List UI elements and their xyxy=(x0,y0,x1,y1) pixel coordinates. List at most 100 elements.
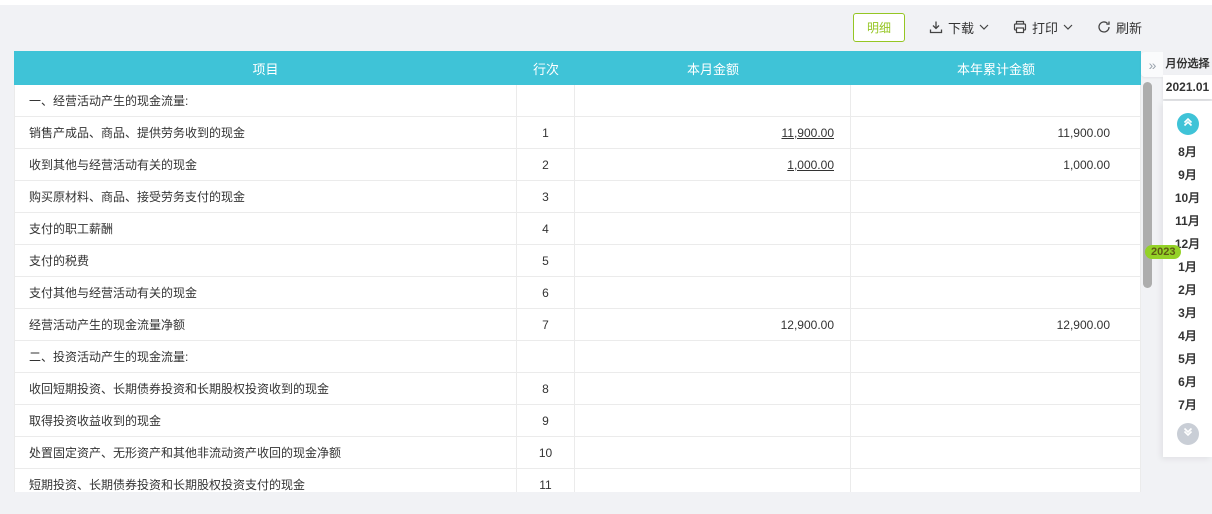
month-amount-cell xyxy=(575,469,851,492)
scroll-down-button[interactable] xyxy=(1176,423,1199,445)
print-label: 打印 xyxy=(1031,20,1058,36)
item-cell-text: 购买原材料、商品、接受劳务支付的现金 xyxy=(29,190,246,204)
month-item[interactable]: 10月 xyxy=(1174,191,1201,205)
table-row: 销售产成品、商品、提供劳务收到的现金 1 11,900.00 11,900.00 xyxy=(15,117,1140,149)
month-item[interactable]: 4月 xyxy=(1178,329,1197,343)
table-row: 取得投资收益收到的现金 9 xyxy=(15,405,1140,437)
item-cell-text: 二、投资活动产生的现金流量: xyxy=(29,350,189,364)
current-month-value[interactable]: 2021.01 xyxy=(1163,75,1212,99)
month-item[interactable]: 9月 xyxy=(1178,168,1197,182)
month-list-panel: 8月 9月 10月 11月 12月 1月 2月 3月 4月 5月 6月 7月 xyxy=(1163,101,1212,457)
month-amount-cell: 1,000.00 xyxy=(575,149,851,180)
line-number-cell: 9 xyxy=(517,405,575,436)
line-number-cell-text: 11 xyxy=(539,477,552,492)
ytd-amount-cell xyxy=(851,437,1140,468)
month-amount-cell xyxy=(575,373,851,404)
line-number-cell: 4 xyxy=(517,213,575,244)
month-sidebar: 月份选择 2021.01 8月 9月 10月 11月 12月 1月 2月 3月 4月 5月 6月 7月 xyxy=(1163,50,1212,457)
item-cell-text: 短期投资、长期债券投资和长期股权投资支付的现金 xyxy=(29,478,306,492)
column-header-line: 行次 xyxy=(532,61,559,77)
month-item[interactable]: 11月 xyxy=(1175,214,1200,228)
item-cell: 处置固定资产、无形资产和其他非流动资产收回的现金净额 xyxy=(15,437,517,468)
line-number-cell: 11 xyxy=(517,469,575,492)
item-cell: 支付的税费 xyxy=(15,245,517,276)
line-number-cell xyxy=(517,341,575,372)
table-row: 购买原材料、商品、接受劳务支付的现金 3 xyxy=(15,181,1140,213)
month-item[interactable]: 1月 xyxy=(1178,260,1197,274)
month-item[interactable]: 3月 xyxy=(1178,306,1197,320)
line-number-cell: 7 xyxy=(517,309,575,340)
ytd-amount-cell-text: 12,900.00 xyxy=(1056,317,1110,332)
line-number-cell-text: 8 xyxy=(542,381,549,396)
download-label: 下载 xyxy=(947,20,974,36)
ytd-amount-cell: 11,900.00 xyxy=(851,117,1140,148)
line-number-cell: 8 xyxy=(517,373,575,404)
line-number-cell: 10 xyxy=(517,437,575,468)
print-button[interactable]: 打印 xyxy=(1013,18,1073,37)
refresh-label: 刷新 xyxy=(1115,20,1142,36)
line-number-cell-text: 1 xyxy=(542,125,549,140)
month-item[interactable]: 6月 xyxy=(1178,375,1197,389)
top-strip xyxy=(0,0,1212,5)
item-cell-text: 销售产成品、商品、提供劳务收到的现金 xyxy=(29,126,246,140)
ytd-amount-cell xyxy=(851,181,1140,212)
month-amount-cell-text[interactable]: 11,900.00 xyxy=(781,125,835,140)
download-button[interactable]: 下载 xyxy=(929,18,989,37)
month-picker-title: 月份选择 xyxy=(1163,50,1212,75)
item-cell-text: 支付其他与经营活动有关的现金 xyxy=(29,286,198,300)
double-chevron-up-icon xyxy=(1182,115,1194,133)
scroll-up-button[interactable] xyxy=(1176,113,1199,135)
line-number-cell: 5 xyxy=(517,245,575,276)
month-amount-cell: 12,900.00 xyxy=(575,309,851,340)
item-cell-text: 取得投资收益收到的现金 xyxy=(29,414,162,428)
chevron-down-icon xyxy=(979,24,989,30)
item-cell: 支付的职工薪酬 xyxy=(15,213,517,244)
month-amount-cell xyxy=(575,437,851,468)
download-icon xyxy=(929,20,943,34)
table-row: 二、投资活动产生的现金流量: xyxy=(15,341,1140,373)
item-cell-text: 处置固定资产、无形资产和其他非流动资产收回的现金净额 xyxy=(29,446,342,460)
month-item[interactable]: 5月 xyxy=(1178,352,1197,366)
month-item[interactable]: 2月 xyxy=(1178,283,1197,297)
month-amount-cell xyxy=(575,277,851,308)
line-number-cell: 1 xyxy=(517,117,575,148)
ytd-amount-cell: 1,000.00 xyxy=(851,149,1140,180)
month-item[interactable]: 12月 xyxy=(1174,237,1201,251)
line-number-cell xyxy=(517,85,575,116)
item-cell-text: 支付的职工薪酬 xyxy=(29,222,114,236)
table-row: 收回短期投资、长期债券投资和长期股权投资收到的现金 8 xyxy=(15,373,1140,405)
item-cell: 经营活动产生的现金流量净额 xyxy=(15,309,517,340)
month-amount-cell-text[interactable]: 1,000.00 xyxy=(787,157,834,172)
line-number-cell-text: 7 xyxy=(542,317,549,332)
line-number-cell: 3 xyxy=(517,181,575,212)
detail-button[interactable]: 明细 xyxy=(852,12,905,42)
year-badge: 2023 xyxy=(1145,245,1182,259)
ytd-amount-cell xyxy=(851,213,1140,244)
item-cell: 一、经营活动产生的现金流量: xyxy=(15,85,517,116)
month-item[interactable]: 8月 xyxy=(1178,145,1197,159)
double-chevron-right-icon: » xyxy=(1148,56,1157,73)
month-amount-cell xyxy=(575,405,851,436)
month-amount-cell xyxy=(575,181,851,212)
sidebar-collapse-button[interactable]: » xyxy=(1141,52,1164,77)
item-cell: 二、投资活动产生的现金流量: xyxy=(15,341,517,372)
table-row: 支付的税费 5 xyxy=(15,245,1140,277)
month-item[interactable]: 7月 xyxy=(1178,398,1197,412)
line-number-cell-text: 10 xyxy=(538,445,553,460)
toolbar: 明细 下载 打印 刷新 xyxy=(852,12,1142,42)
ytd-amount-cell xyxy=(851,85,1140,116)
line-number-cell-text: 5 xyxy=(542,253,549,268)
cash-flow-table: 项目 行次 本月金额 本年累计金额 一、经营活动产生的现金流量: 销售产成品、商品… xyxy=(14,51,1141,492)
item-cell-text: 收到其他与经营活动有关的现金 xyxy=(29,158,198,172)
ytd-amount-cell: 12,900.00 xyxy=(851,309,1140,340)
refresh-button[interactable]: 刷新 xyxy=(1097,18,1142,37)
item-cell: 取得投资收益收到的现金 xyxy=(15,405,517,436)
month-amount-cell xyxy=(575,213,851,244)
double-chevron-down-icon xyxy=(1182,425,1194,443)
table-scrollbar[interactable] xyxy=(1143,82,1152,288)
month-amount-cell: 11,900.00 xyxy=(575,117,851,148)
item-cell: 收回短期投资、长期债券投资和长期股权投资收到的现金 xyxy=(15,373,517,404)
ytd-amount-cell-text: 1,000.00 xyxy=(1063,157,1110,172)
ytd-amount-cell xyxy=(851,405,1140,436)
table-row: 经营活动产生的现金流量净额 7 12,900.00 12,900.00 xyxy=(15,309,1140,341)
